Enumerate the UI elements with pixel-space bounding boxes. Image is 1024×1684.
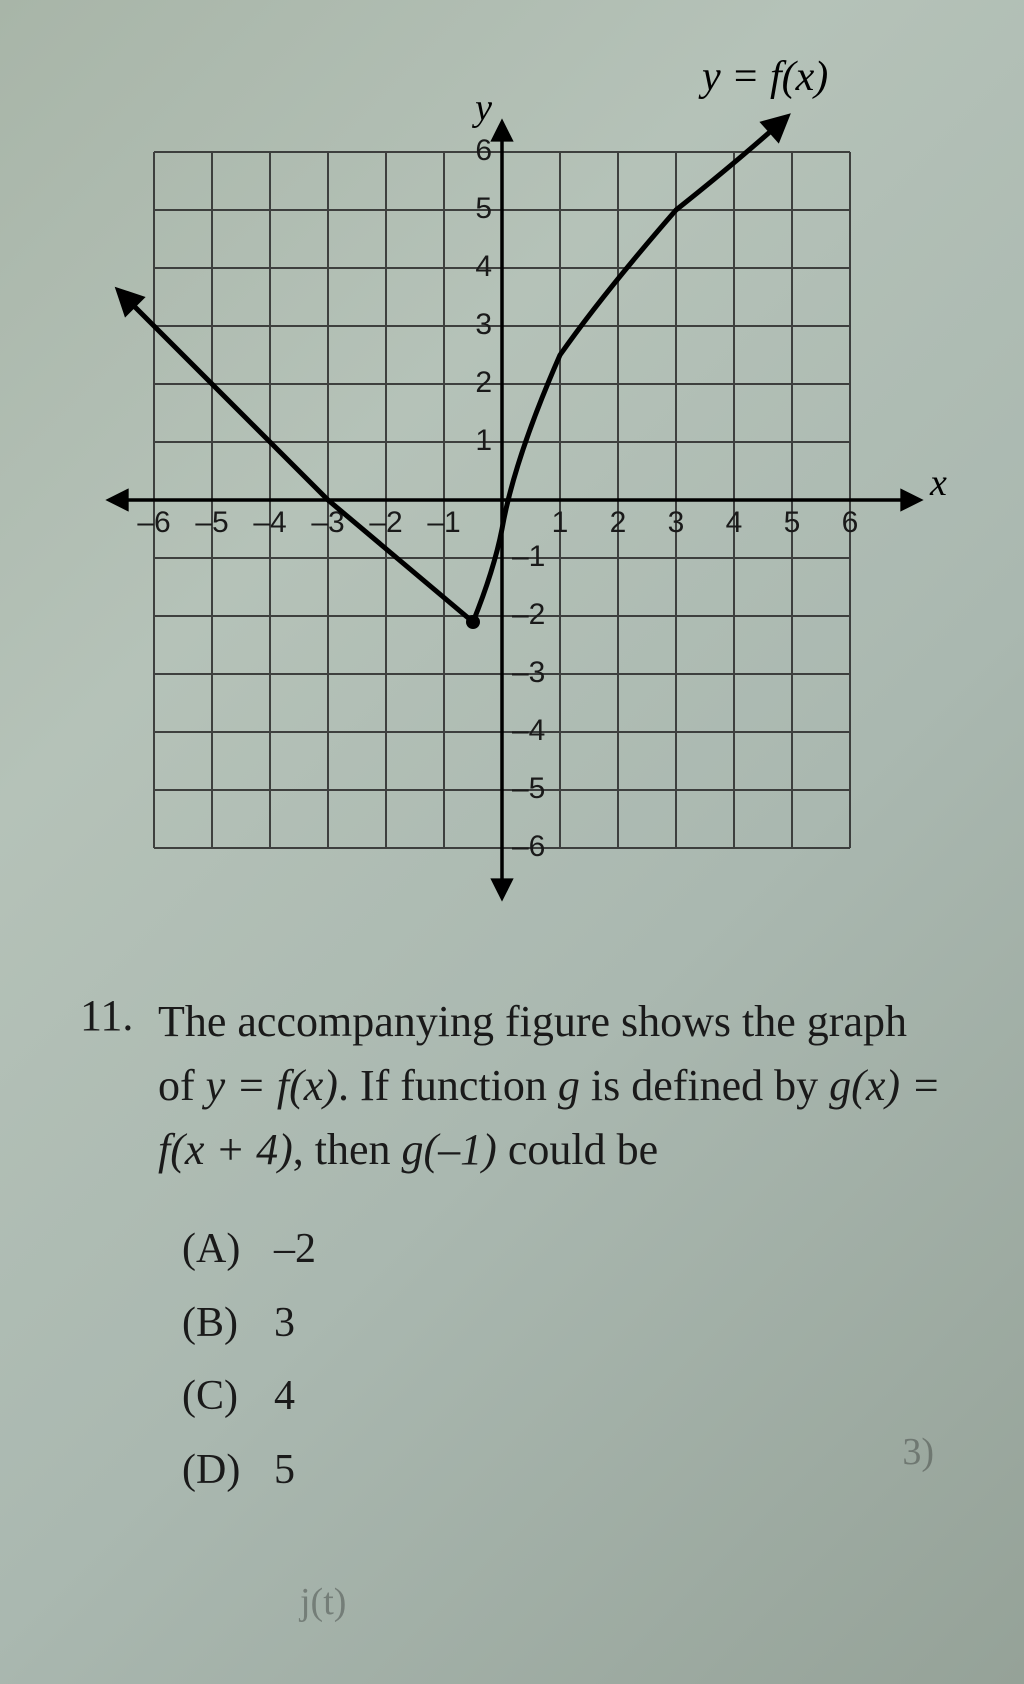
svg-text:3: 3 (475, 308, 492, 341)
svg-text:–3: –3 (512, 656, 545, 689)
handwriting-note-1: 3) (902, 1430, 934, 1474)
option-d-label: (D) (182, 1434, 252, 1508)
svg-text:6: 6 (842, 506, 859, 539)
option-c[interactable]: (C) 4 (182, 1360, 954, 1434)
q-text-4: , then (293, 1125, 402, 1174)
page-root: –6 –5 –4 –3 –2 –1 1 2 3 4 5 6 1 2 3 4 5 … (0, 0, 1024, 1684)
graph-container: –6 –5 –4 –3 –2 –1 1 2 3 4 5 6 1 2 3 4 5 … (62, 30, 962, 950)
svg-text:4: 4 (726, 506, 743, 539)
q-eq3: g(–1) (402, 1125, 497, 1174)
option-a[interactable]: (A) –2 (182, 1213, 954, 1287)
function-graph: –6 –5 –4 –3 –2 –1 1 2 3 4 5 6 1 2 3 4 5 … (62, 30, 962, 950)
option-b[interactable]: (B) 3 (182, 1287, 954, 1361)
svg-text:–4: –4 (253, 506, 286, 539)
y-tick-labels-neg: –1 –2 –3 –4 –5 –6 (512, 540, 545, 863)
svg-text:6: 6 (475, 134, 492, 167)
question-block: 11. The accompanying figure shows the gr… (40, 990, 984, 1507)
option-b-label: (B) (182, 1287, 252, 1361)
svg-text:–6: –6 (512, 830, 545, 863)
q-text-3: is defined by (580, 1061, 829, 1110)
svg-text:3: 3 (668, 506, 685, 539)
answer-options: (A) –2 (B) 3 (C) 4 (D) 5 (80, 1213, 954, 1507)
q-eq1: y = f(x) (206, 1061, 338, 1110)
option-b-value: 3 (274, 1287, 295, 1361)
option-d-value: 5 (274, 1434, 295, 1508)
svg-text:–4: –4 (512, 714, 545, 747)
x-tick-labels: –6 –5 –4 –3 –2 –1 1 2 3 4 5 6 (137, 506, 858, 539)
handwriting-note-2: j(t) (300, 1580, 346, 1624)
svg-text:–1: –1 (427, 506, 460, 539)
option-d[interactable]: (D) 5 (182, 1434, 954, 1508)
svg-text:4: 4 (475, 250, 492, 283)
svg-text:–2: –2 (369, 506, 402, 539)
question-text: The accompanying figure shows the graph … (158, 990, 954, 1181)
q-text-5: could be (497, 1125, 658, 1174)
function-label: y = f(x) (698, 54, 828, 100)
option-c-label: (C) (182, 1360, 252, 1434)
q-text-2: . If function (338, 1061, 558, 1110)
svg-text:–1: –1 (512, 540, 545, 573)
question-number: 11. (80, 990, 140, 1041)
svg-text:–5: –5 (512, 772, 545, 805)
function-curve (125, 123, 780, 622)
svg-text:–2: –2 (512, 598, 545, 631)
svg-text:5: 5 (784, 506, 801, 539)
q-g: g (558, 1061, 580, 1110)
svg-text:–6: –6 (137, 506, 170, 539)
svg-text:2: 2 (610, 506, 627, 539)
svg-text:–5: –5 (195, 506, 228, 539)
vertex-point (466, 615, 480, 629)
option-a-label: (A) (182, 1213, 252, 1287)
option-a-value: –2 (274, 1213, 316, 1287)
y-axis-label: y (471, 87, 492, 129)
svg-text:1: 1 (552, 506, 569, 539)
x-axis-label: x (929, 462, 947, 504)
svg-text:1: 1 (475, 424, 492, 457)
svg-text:5: 5 (475, 192, 492, 225)
svg-text:2: 2 (475, 366, 492, 399)
y-tick-labels-pos: 1 2 3 4 5 6 (475, 134, 492, 457)
option-c-value: 4 (274, 1360, 295, 1434)
